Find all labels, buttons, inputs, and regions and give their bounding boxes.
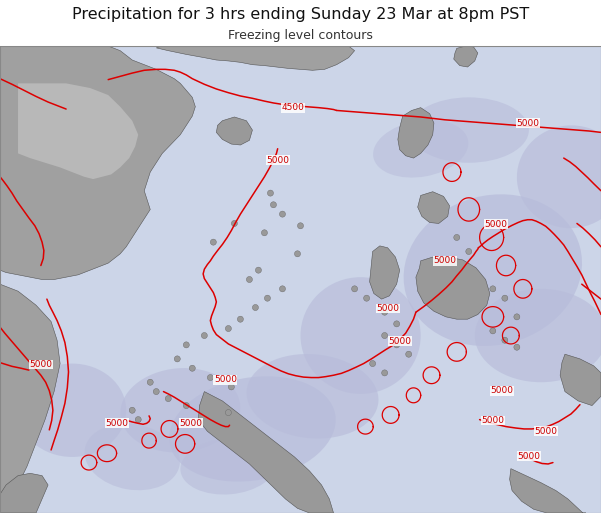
- Polygon shape: [0, 284, 60, 513]
- Text: 5000: 5000: [106, 419, 129, 428]
- Polygon shape: [510, 469, 586, 513]
- Ellipse shape: [279, 286, 285, 292]
- Ellipse shape: [514, 344, 520, 350]
- Ellipse shape: [502, 295, 508, 301]
- Text: 5000: 5000: [534, 427, 557, 436]
- Ellipse shape: [394, 321, 400, 327]
- Ellipse shape: [300, 277, 421, 394]
- Ellipse shape: [264, 295, 270, 301]
- Ellipse shape: [165, 396, 171, 402]
- Ellipse shape: [490, 328, 496, 334]
- Polygon shape: [198, 391, 334, 513]
- Ellipse shape: [255, 267, 261, 273]
- Ellipse shape: [228, 384, 234, 390]
- Ellipse shape: [246, 277, 252, 283]
- Ellipse shape: [490, 286, 496, 292]
- Ellipse shape: [409, 97, 529, 163]
- Ellipse shape: [189, 365, 195, 371]
- Ellipse shape: [225, 326, 231, 331]
- Ellipse shape: [183, 342, 189, 348]
- Polygon shape: [560, 354, 601, 406]
- Polygon shape: [18, 83, 138, 179]
- Text: 5000: 5000: [484, 220, 507, 229]
- Ellipse shape: [169, 376, 336, 482]
- Ellipse shape: [517, 125, 601, 228]
- Ellipse shape: [404, 194, 582, 346]
- Ellipse shape: [231, 221, 237, 227]
- Ellipse shape: [373, 120, 468, 177]
- Ellipse shape: [180, 438, 276, 495]
- Text: 5000: 5000: [490, 386, 513, 395]
- Ellipse shape: [261, 230, 267, 236]
- Ellipse shape: [382, 332, 388, 339]
- Ellipse shape: [183, 403, 189, 409]
- Text: 5000: 5000: [214, 376, 237, 384]
- Ellipse shape: [210, 239, 216, 245]
- Polygon shape: [216, 117, 252, 145]
- Ellipse shape: [294, 251, 300, 257]
- Text: 5000: 5000: [29, 360, 52, 369]
- Text: 5000: 5000: [180, 419, 203, 428]
- Ellipse shape: [297, 223, 304, 229]
- Text: Freezing level contours: Freezing level contours: [228, 29, 373, 43]
- Ellipse shape: [279, 211, 285, 217]
- Ellipse shape: [237, 316, 243, 322]
- Polygon shape: [418, 192, 450, 224]
- Text: 5000: 5000: [388, 337, 411, 346]
- Text: 5000: 5000: [433, 256, 456, 265]
- Ellipse shape: [502, 337, 508, 343]
- Ellipse shape: [466, 248, 472, 254]
- Ellipse shape: [454, 234, 460, 241]
- Ellipse shape: [18, 364, 126, 457]
- Text: Precipitation for 3 hrs ending Sunday 23 Mar at 8pm PST: Precipitation for 3 hrs ending Sunday 23…: [72, 7, 529, 22]
- Ellipse shape: [394, 342, 400, 348]
- Ellipse shape: [514, 314, 520, 320]
- Ellipse shape: [370, 361, 376, 367]
- Ellipse shape: [352, 286, 358, 292]
- Text: 5000: 5000: [266, 156, 289, 165]
- Ellipse shape: [270, 202, 276, 208]
- Polygon shape: [370, 246, 400, 299]
- Ellipse shape: [406, 351, 412, 357]
- Ellipse shape: [267, 190, 273, 196]
- Text: 5000: 5000: [517, 451, 540, 461]
- Text: 5000: 5000: [516, 119, 539, 128]
- Ellipse shape: [135, 417, 141, 423]
- Ellipse shape: [207, 374, 213, 381]
- Polygon shape: [0, 473, 48, 513]
- Ellipse shape: [153, 388, 159, 394]
- Text: 5000: 5000: [481, 416, 504, 425]
- Text: 4500: 4500: [282, 103, 305, 112]
- Ellipse shape: [382, 370, 388, 376]
- Polygon shape: [454, 46, 478, 67]
- Ellipse shape: [174, 356, 180, 362]
- Polygon shape: [0, 46, 195, 280]
- Ellipse shape: [252, 305, 258, 310]
- Ellipse shape: [85, 424, 180, 490]
- Ellipse shape: [364, 295, 370, 301]
- Ellipse shape: [475, 289, 601, 382]
- Ellipse shape: [382, 309, 388, 315]
- Ellipse shape: [120, 368, 240, 452]
- Ellipse shape: [147, 379, 153, 385]
- Text: 5000: 5000: [376, 304, 399, 313]
- Ellipse shape: [225, 409, 231, 416]
- Polygon shape: [398, 108, 434, 158]
- Ellipse shape: [246, 354, 379, 439]
- Polygon shape: [416, 257, 490, 319]
- Polygon shape: [156, 46, 355, 70]
- Ellipse shape: [201, 332, 207, 339]
- Ellipse shape: [129, 407, 135, 413]
